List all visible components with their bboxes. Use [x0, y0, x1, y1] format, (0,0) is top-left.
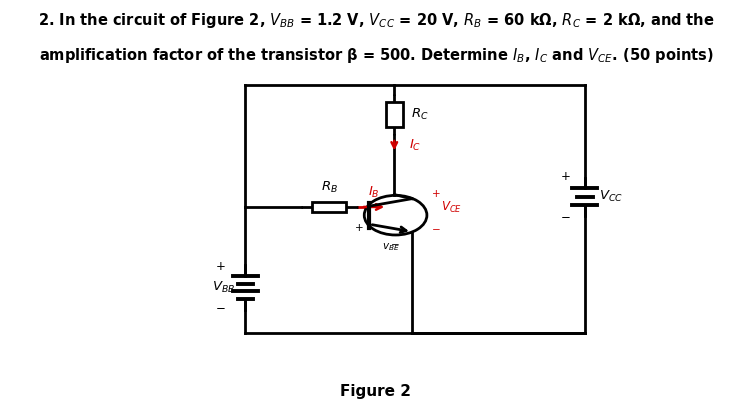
Text: $I_C$: $I_C$ [408, 138, 421, 153]
Text: +: + [356, 222, 364, 232]
Text: 2. In the circuit of Figure 2, $V_{BB}$ = 1.2 V, $V_{CC}$ = 20 V, $R_B$ = 60 kΩ,: 2. In the circuit of Figure 2, $V_{BB}$ … [38, 11, 714, 30]
Text: $V_{CC}$: $V_{CC}$ [599, 189, 623, 204]
Text: $V_{BB}$: $V_{BB}$ [213, 280, 235, 295]
Bar [386, 102, 403, 127]
Text: +: + [560, 170, 570, 183]
Bar [312, 201, 347, 212]
Text: $I_B$: $I_B$ [368, 185, 380, 200]
Text: $v_{BE}$: $v_{BE}$ [381, 241, 399, 252]
Text: $R_C$: $R_C$ [411, 107, 428, 122]
Text: Figure 2: Figure 2 [341, 384, 411, 399]
Text: −: − [560, 211, 570, 224]
Text: −: − [216, 302, 226, 315]
Text: $V_{CE}$: $V_{CE}$ [441, 200, 462, 215]
Text: +: + [432, 189, 441, 199]
Text: $R_B$: $R_B$ [321, 179, 338, 194]
Text: amplification factor of the transistor β = 500. Determine $I_B$, $I_C$ and $V_{C: amplification factor of the transistor β… [38, 46, 714, 65]
Text: −: − [391, 240, 400, 250]
Text: −: − [432, 224, 441, 234]
Text: +: + [216, 260, 226, 273]
